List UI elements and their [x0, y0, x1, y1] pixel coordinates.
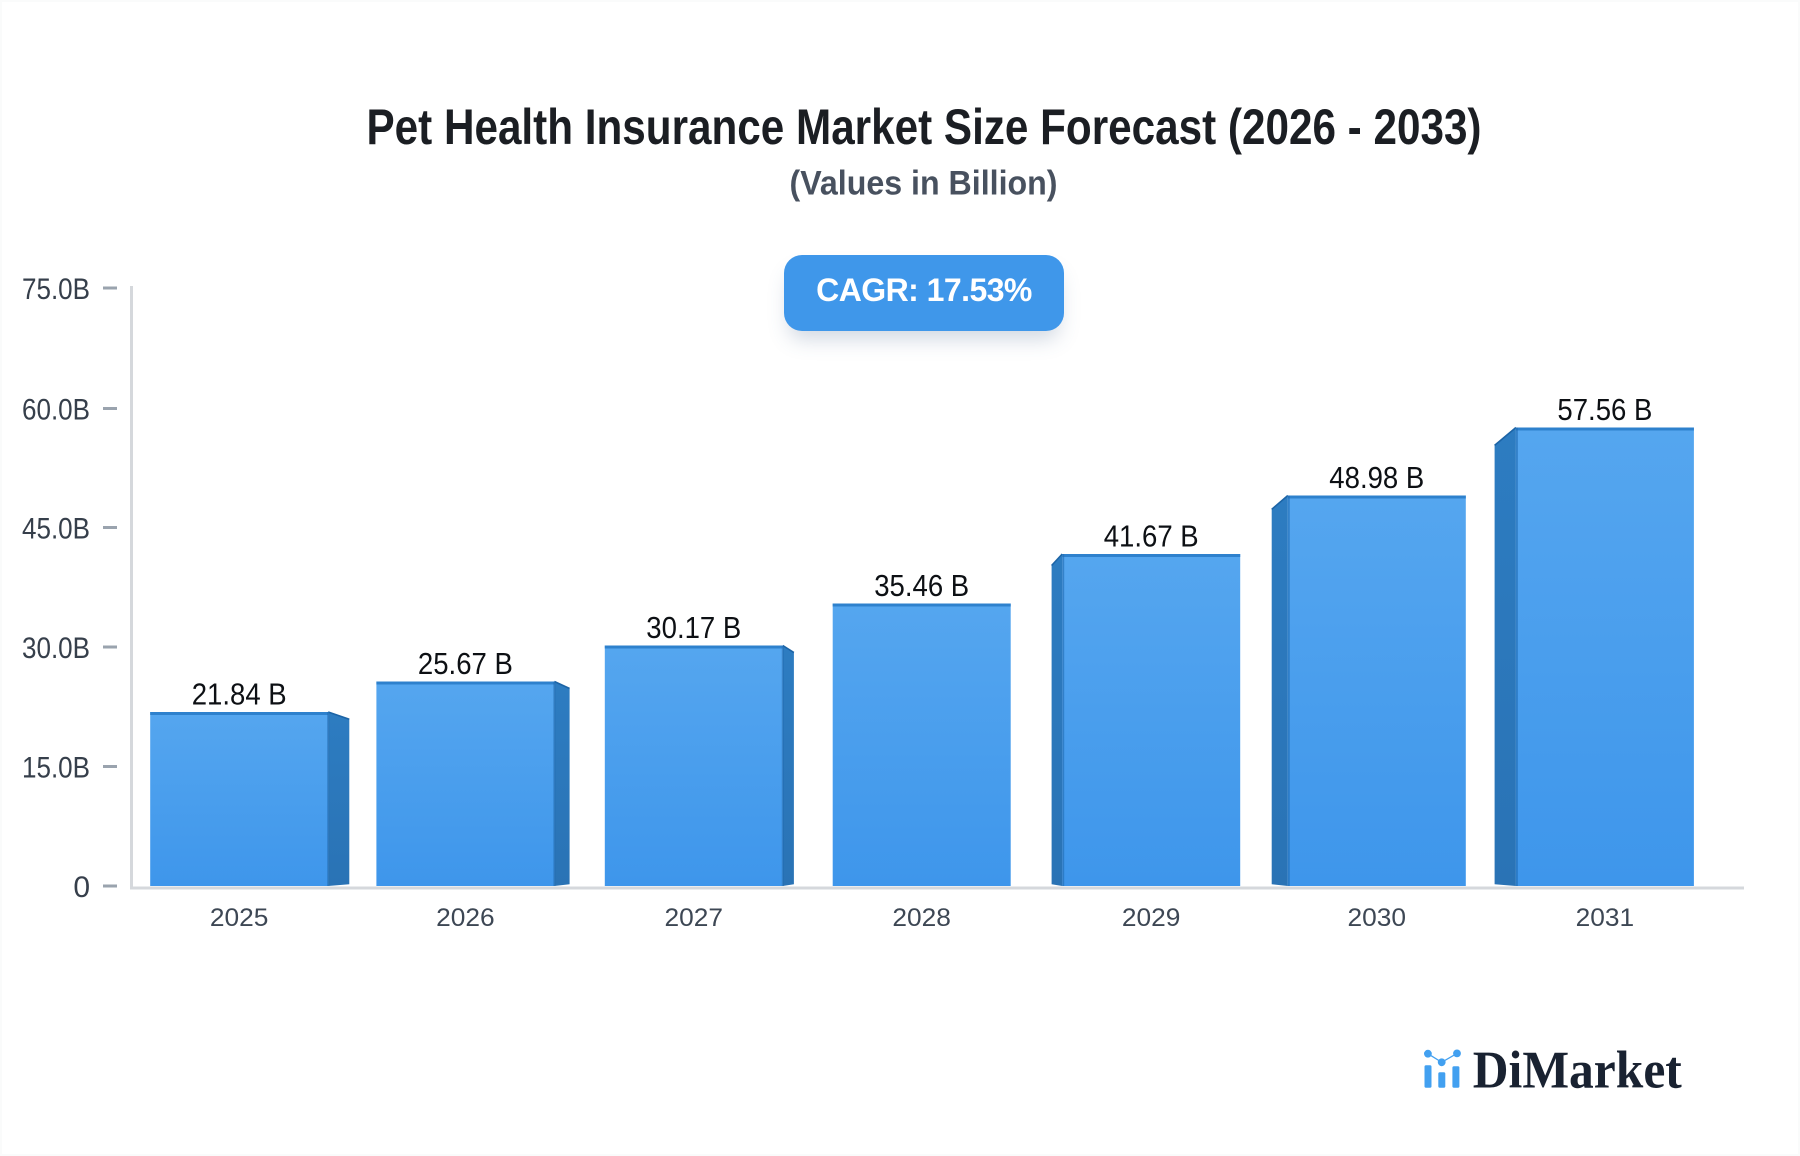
svg-text:35.46 B: 35.46 B	[874, 568, 969, 603]
svg-text:Pet Health Insurance Market Si: Pet Health Insurance Market Size Forecas…	[367, 99, 1482, 155]
svg-text:60.0B: 60.0B	[22, 394, 90, 427]
svg-text:2029: 2029	[1122, 904, 1181, 932]
svg-text:DiMarket: DiMarket	[1473, 1042, 1682, 1100]
svg-text:15.0B: 15.0B	[22, 752, 90, 785]
svg-text:2030: 2030	[1348, 904, 1407, 932]
svg-text:2025: 2025	[210, 904, 269, 932]
svg-text:2026: 2026	[436, 904, 495, 932]
svg-text:75.0B: 75.0B	[22, 273, 90, 306]
svg-text:2027: 2027	[665, 904, 724, 932]
svg-text:21.84 B: 21.84 B	[192, 677, 287, 712]
svg-text:30.17 B: 30.17 B	[646, 610, 741, 645]
svg-text:57.56 B: 57.56 B	[1557, 392, 1652, 427]
svg-text:48.98 B: 48.98 B	[1329, 460, 1424, 495]
svg-text:0: 0	[73, 871, 90, 904]
svg-text:2028: 2028	[892, 904, 951, 932]
svg-text:45.0B: 45.0B	[22, 513, 90, 546]
svg-text:41.67 B: 41.67 B	[1104, 519, 1199, 554]
svg-text:2031: 2031	[1576, 904, 1635, 932]
svg-text:(Values in Billion): (Values in Billion)	[790, 165, 1058, 203]
svg-text:30.0B: 30.0B	[22, 632, 90, 665]
svg-text:25.67 B: 25.67 B	[418, 646, 513, 681]
